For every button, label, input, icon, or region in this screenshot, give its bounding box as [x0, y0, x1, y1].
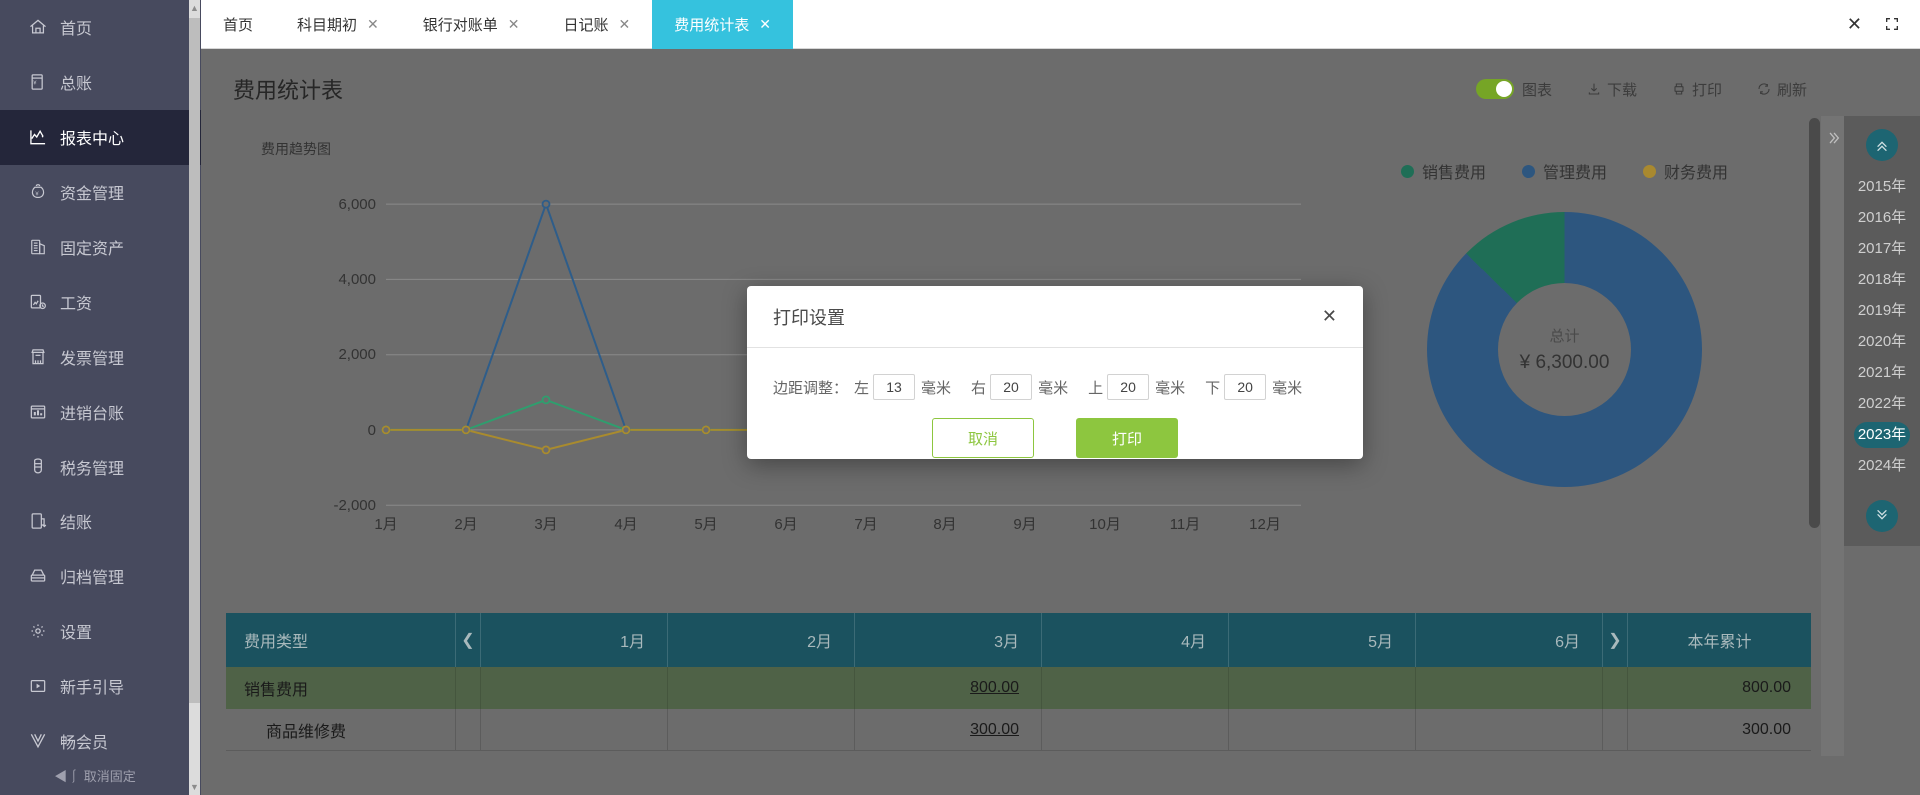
svg-text:¥: ¥ [35, 191, 39, 197]
svg-text:7月: 7月 [854, 516, 877, 533]
svg-text:3月: 3月 [534, 516, 557, 533]
svg-text:9月: 9月 [1013, 516, 1036, 533]
svg-text:8月: 8月 [933, 516, 956, 533]
svg-text:10月: 10月 [1089, 516, 1121, 533]
svg-text:0: 0 [368, 422, 376, 439]
svg-text:11月: 11月 [1170, 516, 1201, 533]
svg-text:6月: 6月 [774, 516, 797, 533]
svg-text:6,000: 6,000 [338, 196, 376, 213]
svg-text:2月: 2月 [454, 516, 477, 533]
svg-text:4,000: 4,000 [338, 271, 376, 288]
svg-text:4月: 4月 [614, 516, 637, 533]
svg-text:2,000: 2,000 [338, 346, 376, 363]
svg-text:5月: 5月 [694, 516, 717, 533]
svg-text:1月: 1月 [374, 516, 397, 533]
svg-text:¥: ¥ [33, 81, 37, 87]
svg-text:12月: 12月 [1249, 516, 1281, 533]
svg-text:-2,000: -2,000 [333, 497, 376, 514]
